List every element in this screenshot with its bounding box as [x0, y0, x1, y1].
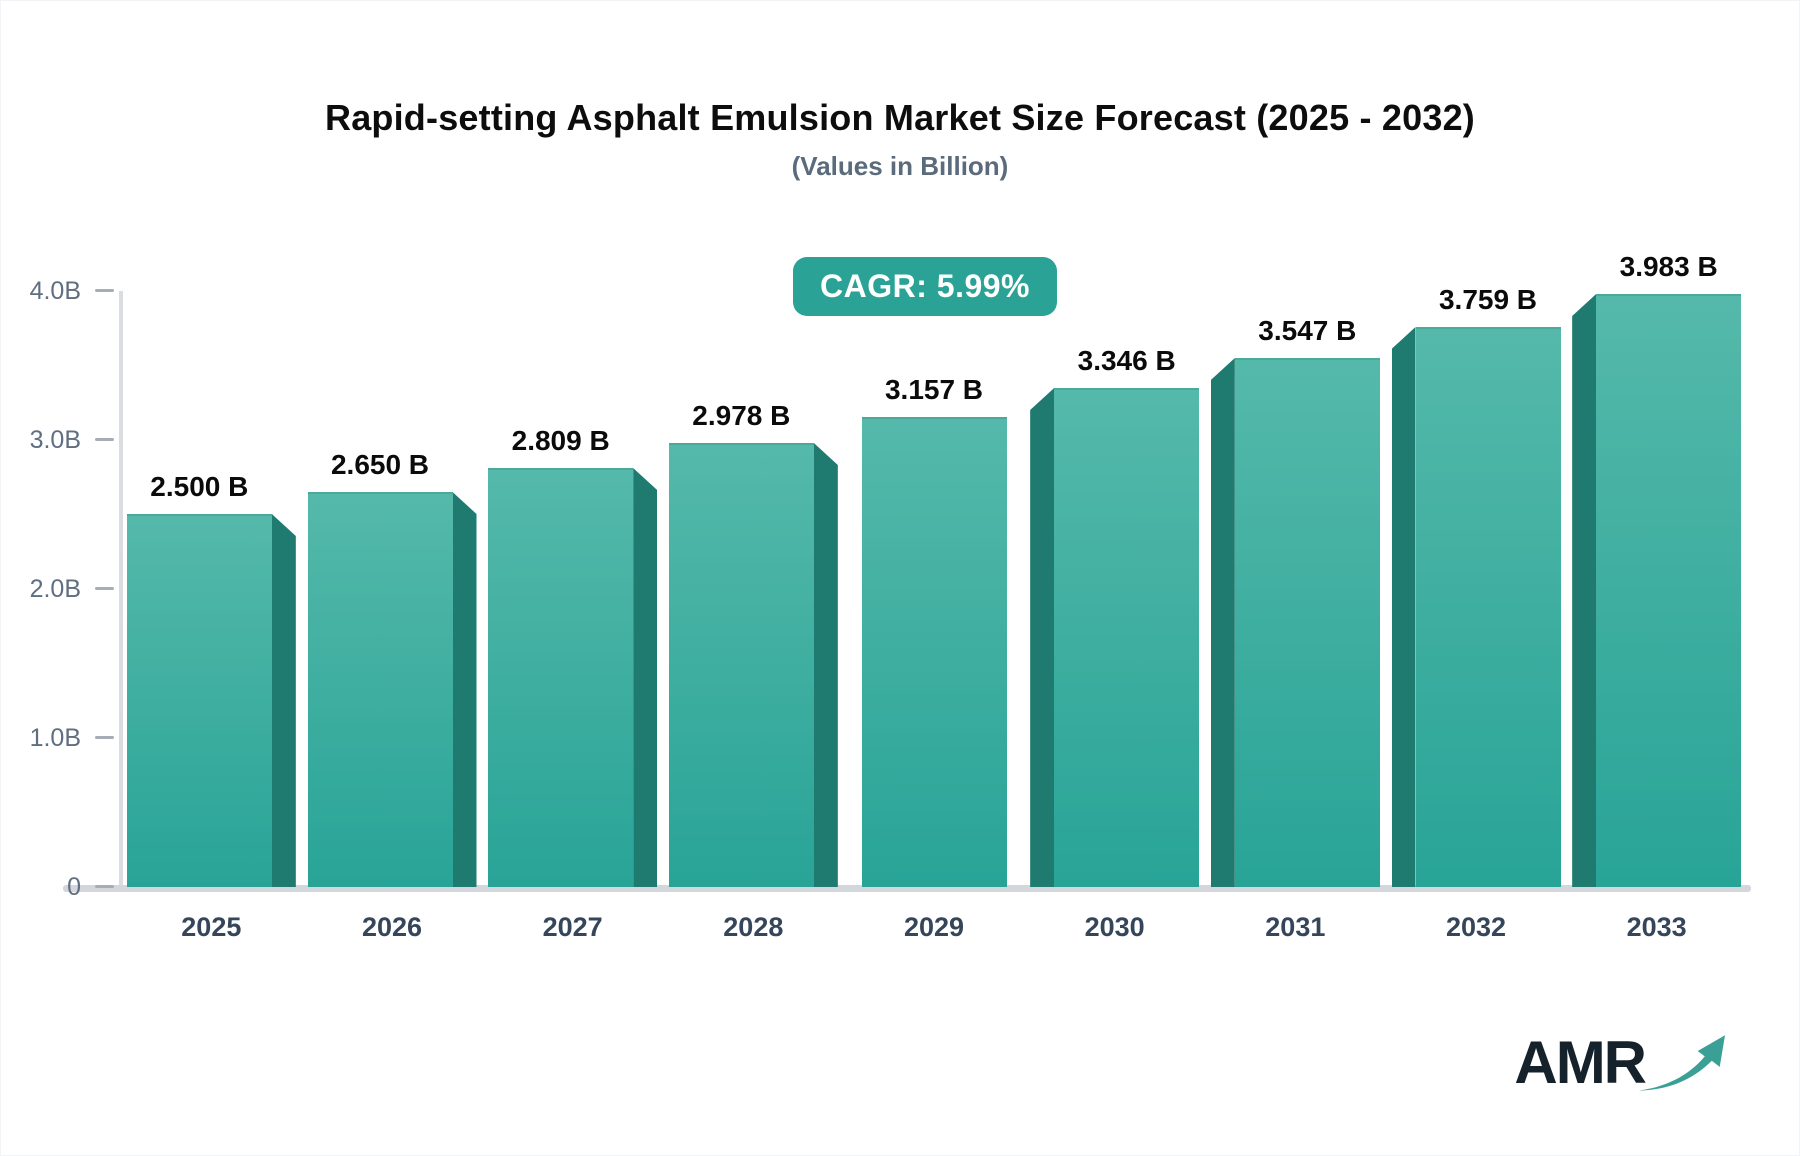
- chart-title: Rapid-setting Asphalt Emulsion Market Si…: [325, 97, 1475, 138]
- bar-value-label: 2.500 B: [150, 471, 249, 502]
- x-axis-tick-label: 2026: [361, 912, 423, 942]
- y-axis-tick-mark: [95, 289, 114, 292]
- bar-3d-side: [813, 443, 838, 887]
- bar-value-label: 3.346 B: [1077, 345, 1176, 376]
- amr-logo: AMR: [1514, 1033, 1725, 1108]
- chart-subtitle: (Values in Billion): [791, 151, 1009, 181]
- bar-value-label: 2.650 B: [330, 449, 430, 480]
- y-axis-tick-mark: [95, 736, 114, 739]
- x-axis-tick-label: 2030: [1084, 912, 1145, 942]
- x-axis-tick-label: 2027: [542, 912, 603, 942]
- bar-3d-side: [1210, 358, 1235, 887]
- bar-3d-side: [1572, 294, 1597, 887]
- cagr-badge: CAGR: 5.99%: [793, 257, 1057, 316]
- x-axis-tick-label: 2033: [1626, 912, 1687, 942]
- bar-2025: [126, 514, 272, 887]
- bar-2029: [861, 417, 1007, 887]
- trend-up-arrow-icon: [1637, 1029, 1725, 1108]
- bar-value-label: 2.978 B: [692, 400, 791, 431]
- bar-2026: [307, 492, 453, 887]
- bar-2028: [668, 443, 814, 887]
- bar-value-label: 3.547 B: [1258, 315, 1357, 346]
- bar-2032: [1415, 327, 1561, 887]
- x-axis-tick-label: 2031: [1265, 912, 1326, 942]
- x-axis-tick-label: 2029: [903, 912, 965, 942]
- x-axis-tick-label: 2032: [1445, 912, 1507, 942]
- bar-3d-side: [633, 468, 658, 887]
- y-axis-tick-label: 0: [67, 873, 81, 901]
- bar-value-label: 3.759 B: [1438, 284, 1538, 315]
- bar-value-label: 2.809 B: [511, 425, 610, 456]
- y-axis-tick-label: 4.0B: [29, 277, 81, 305]
- bar-value-label: 3.983 B: [1619, 251, 1718, 282]
- bar-2033: [1596, 294, 1742, 887]
- x-axis-tick-label: 2028: [723, 912, 784, 942]
- bar-3d-side: [1391, 327, 1416, 887]
- y-axis-tick-label: 3.0B: [29, 426, 81, 454]
- bar-3d-side: [271, 514, 296, 887]
- y-axis-tick-mark: [95, 587, 114, 590]
- y-axis-tick-mark: [95, 438, 114, 441]
- y-axis-tick-label: 1.0B: [29, 724, 81, 752]
- bar-2031: [1234, 358, 1380, 887]
- y-axis-tick-label: 2.0B: [29, 575, 81, 603]
- bar-2030: [1054, 388, 1200, 887]
- bar-2027: [488, 468, 634, 887]
- bar-value-label: 3.157 B: [884, 374, 984, 405]
- x-axis-baseline: [63, 885, 1751, 892]
- bar-3d-side: [452, 492, 477, 887]
- y-axis-line: [119, 291, 123, 889]
- bar-3d-side: [1030, 388, 1055, 887]
- amr-logo-text: AMR: [1514, 1029, 1647, 1096]
- y-axis-tick-mark: [95, 885, 114, 888]
- x-axis-tick-label: 2025: [181, 912, 242, 942]
